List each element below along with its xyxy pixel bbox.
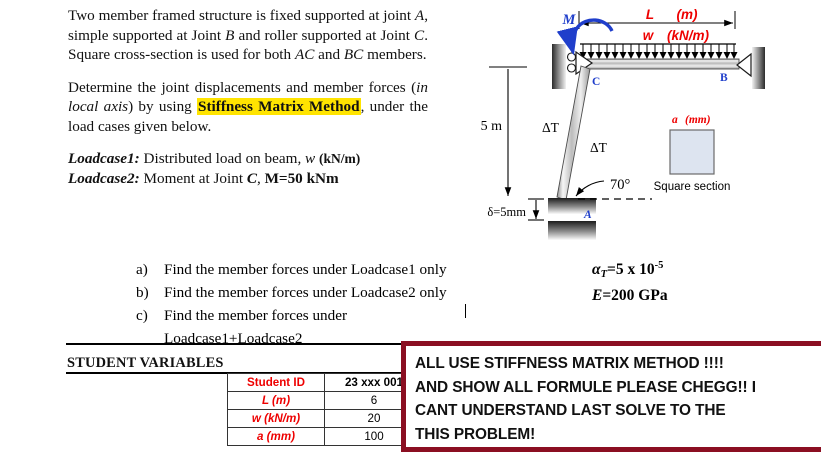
joint-label-b: B: [720, 72, 728, 84]
fixed-support-upper-block: [548, 198, 596, 214]
table-row: L (m) 6: [227, 391, 424, 410]
task-item-c: c) Find the member forces under Loadcase…: [136, 304, 466, 350]
paragraph1-member-ac: AC: [294, 46, 315, 63]
task-text-c: Find the member forces under Loadcase1+L…: [164, 307, 348, 347]
support-wall-right: [752, 47, 765, 89]
table-row: a (mm) 100: [227, 427, 424, 446]
row-value-student-id: 23 xxx 001: [324, 373, 424, 392]
paragraph1-joint-a: A: [414, 7, 425, 24]
angle-indicator: [575, 180, 605, 197]
user-annotation-callout: ALL USE STIFFNESS MATRIX METHOD !!!! AND…: [401, 341, 821, 452]
structural-diagram: L (m) w (kN/m): [480, 0, 821, 240]
temperature-change-label-2: ΔT: [590, 140, 608, 155]
highlighted-method: Stiffness Matrix Method: [197, 98, 361, 115]
dimension-height: [489, 66, 527, 196]
user-annotation-text: ALL USE STIFFNESS MATRIX METHOD !!!! AND…: [406, 346, 821, 446]
loadcase-1-symbol: w: [305, 150, 316, 167]
row-label-length: L (m): [227, 391, 325, 410]
square-cross-section-shape: [669, 129, 715, 175]
dimension-label-length: L: [646, 7, 654, 22]
e-value: =200 GPa: [602, 287, 668, 304]
loadcase-2-text: Moment at Joint: [143, 169, 247, 187]
row-label-section-dim: a (mm): [227, 427, 325, 446]
pin-support-b: [736, 52, 752, 78]
section-dimension-unit: (mm): [685, 114, 711, 126]
paragraph1-seg-0: Two member framed structure is fixed sup…: [68, 7, 415, 24]
paragraph2-tail: , under the load cases given below.: [68, 98, 429, 135]
annotation-line-3: CANT UNDERSTAND LAST SOLVE TO THE: [415, 402, 726, 419]
paragraph1-joint-b: B: [225, 26, 235, 44]
student-variables-heading: STUDENT VARIABLES: [67, 355, 224, 374]
section-divider-under-heading: [66, 372, 404, 374]
load-label-symbol: w: [643, 28, 655, 43]
task-text-b: Find the member forces under Loadcase2 o…: [164, 284, 447, 301]
problem-statement: Two member framed structure is fixed sup…: [68, 6, 428, 201]
task-list: a) Find the member forces under Loadcase…: [136, 258, 466, 350]
annotation-line-1: ALL USE STIFFNESS MATRIX METHOD !!!!: [415, 355, 724, 372]
e-symbol: E: [592, 287, 603, 304]
joint-label-a: A: [583, 209, 592, 221]
task-item-a: a) Find the member forces under Loadcase…: [136, 258, 466, 281]
loadcase-1-line: Loadcase1: Distributed load on beam, w (…: [68, 149, 428, 169]
dimension-label-height: 5 m: [481, 119, 503, 134]
alpha-symbol: α: [592, 261, 601, 278]
paragraph1-member-bc: BC: [343, 46, 364, 63]
row-label-load: w (kN/m): [227, 409, 325, 428]
thermal-coefficient-line: αT=5 x 10-5: [592, 255, 668, 285]
dimension-delta: [528, 198, 544, 221]
fixed-support-lower-block: [548, 221, 596, 240]
task-item-b: b) Find the member forces under Loadcase…: [136, 281, 466, 304]
paragraph2-mid: ) by using: [128, 98, 198, 115]
row-label-student-id: Student ID: [227, 373, 325, 392]
dimension-label-delta: δ=5mm: [487, 205, 526, 219]
paragraph2-lead: Determine the joint displacements and me…: [68, 78, 417, 96]
paragraph1-seg-8: and: [314, 46, 344, 63]
annotation-line-4: THIS PROBLEM!: [415, 425, 536, 443]
alpha-subscript: T: [600, 269, 607, 280]
joint-label-c: C: [592, 76, 600, 88]
task-marker-a: a): [136, 261, 148, 278]
alpha-equation: =5 x 10: [607, 261, 655, 278]
support-wall-left: [552, 44, 566, 89]
beam-member-cb: [576, 58, 740, 70]
task-marker-c: c): [136, 307, 148, 324]
paragraph1-seg-4: and roller supported at Joint: [234, 26, 415, 44]
distributed-load-arrows: [579, 43, 738, 59]
alpha-exponent: -5: [654, 260, 664, 271]
youngs-modulus-line: E=200 GPa: [592, 285, 668, 306]
row-value-section-dim: 100: [324, 427, 424, 446]
paragraph2-local-axis: in local axis: [68, 78, 428, 116]
loadcase-2-label: Loadcase2:: [68, 169, 140, 187]
loadcase-2-joint: C: [246, 169, 257, 187]
moment-arrow: [556, 18, 614, 56]
task-text-a: Find the member forces under Loadcase1 o…: [164, 261, 447, 278]
task-marker-b: b): [136, 284, 149, 301]
section-dimension-symbol: a: [672, 114, 678, 126]
student-variables-table: Student ID 23 xxx 001 L (m) 6 w (kN/m) 2…: [227, 373, 424, 446]
loadcase-1-label: Loadcase1:: [68, 150, 140, 167]
problem-paragraph-1: Two member framed structure is fixed sup…: [68, 6, 428, 65]
angle-label: 70°: [610, 177, 631, 193]
table-row: Student ID 23 xxx 001: [227, 373, 424, 392]
loadcase-1-text: Distributed load on beam,: [143, 150, 306, 167]
loadcase-1-unit: (kN/m): [318, 151, 361, 166]
section-caption: Square section: [654, 181, 731, 193]
paragraph1-seg-6: . Square cross-section is used for both: [68, 26, 428, 64]
moment-label: M: [562, 12, 577, 28]
table-row: w (kN/m) 20: [227, 409, 424, 428]
paragraph1-joint-c: C: [414, 26, 425, 44]
material-properties: αT=5 x 10-5 E=200 GPa: [592, 255, 668, 306]
loadcase-2-value: M=50 kNm: [264, 169, 339, 187]
problem-paragraph-2: Determine the joint displacements and me…: [68, 78, 428, 137]
section-divider-top: [66, 343, 404, 345]
paragraph1-seg-10: members.: [363, 46, 427, 63]
text-cursor: [465, 304, 466, 318]
load-label-unit: (kN/m): [667, 28, 710, 43]
dimension-unit-length: (m): [677, 7, 698, 22]
annotation-line-2: AND SHOW ALL FORMULE PLEASE CHEGG!! I: [415, 378, 756, 396]
paragraph1-seg-2: , simple supported at Joint: [68, 7, 428, 44]
loadcase-2-line: Loadcase2: Moment at Joint C, M=50 kNm: [68, 169, 339, 187]
temperature-change-label-1: ΔT: [542, 120, 560, 135]
